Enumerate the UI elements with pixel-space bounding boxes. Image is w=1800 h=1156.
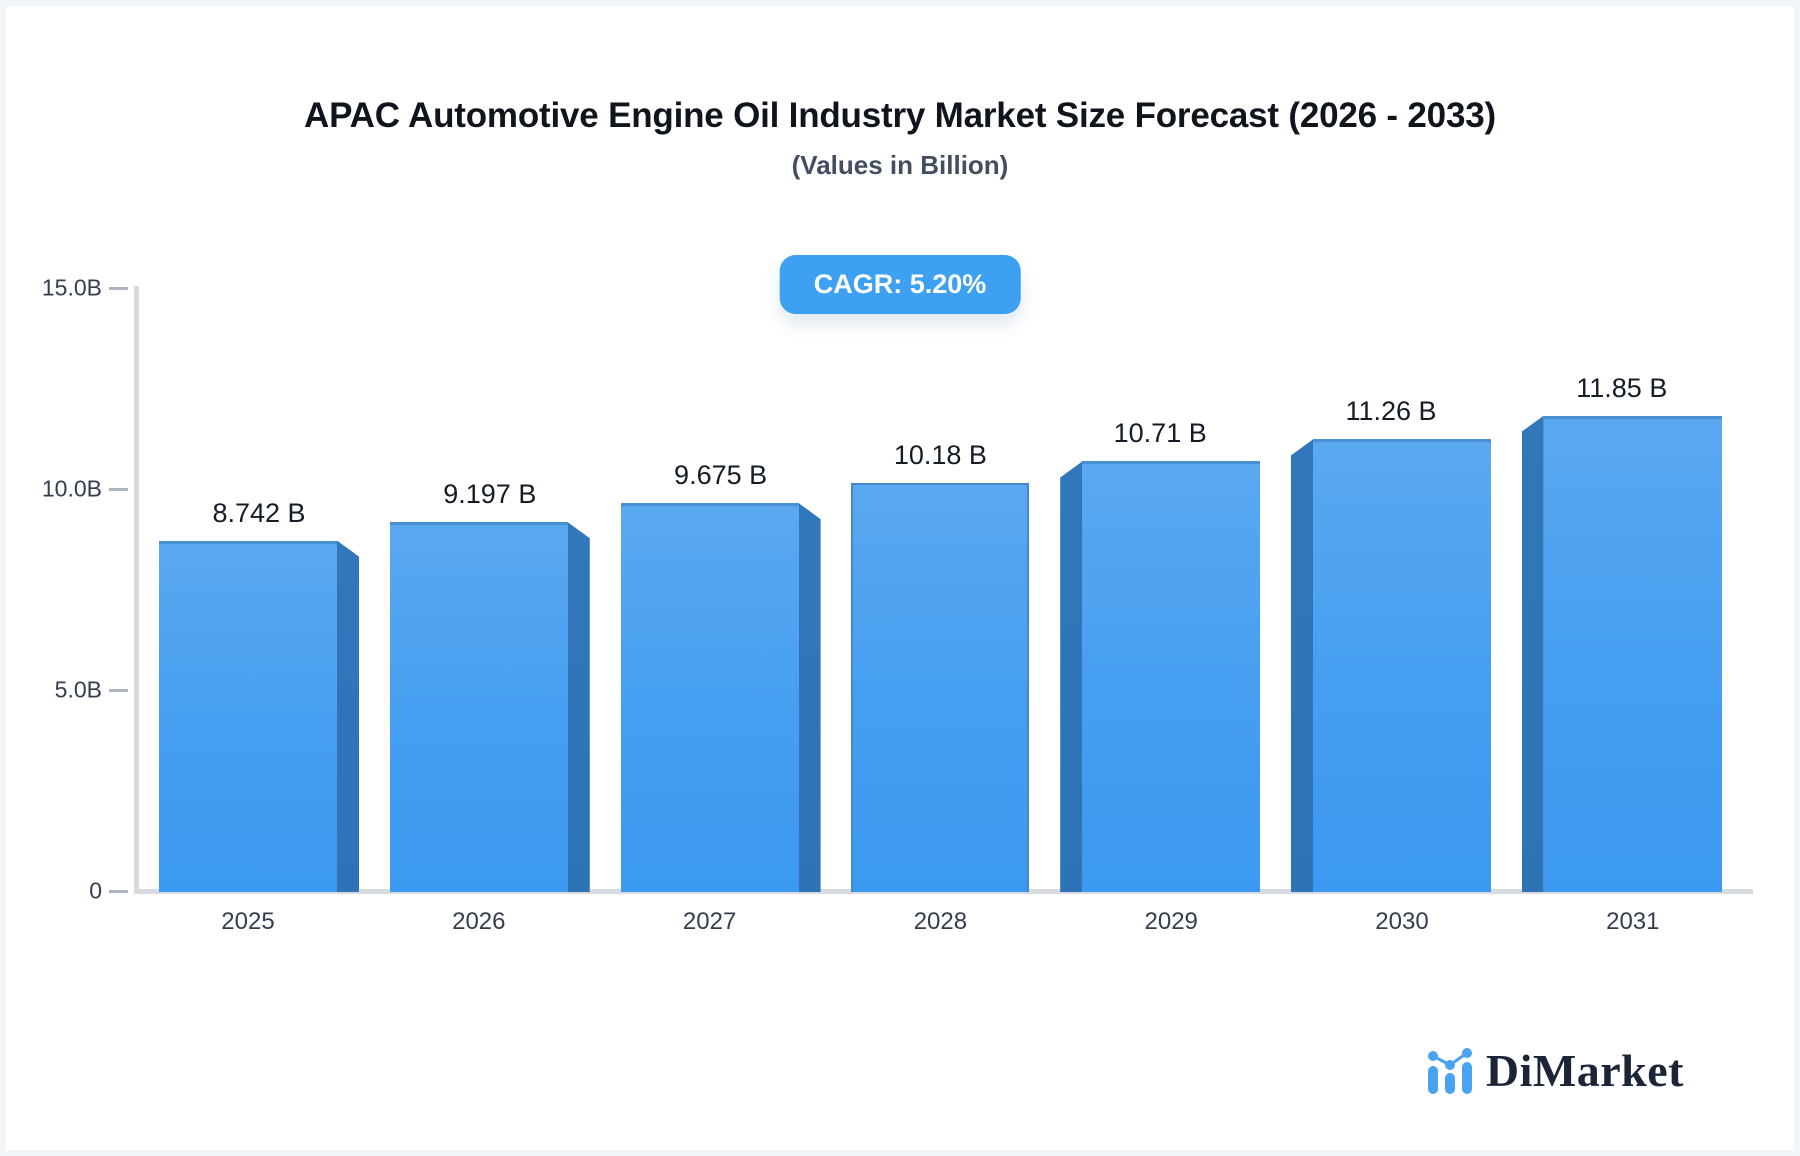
bar-face bbox=[851, 482, 1030, 892]
bar-face bbox=[159, 540, 337, 892]
bar-side-3d bbox=[337, 540, 359, 892]
bar-value-label: 10.71 B bbox=[1113, 418, 1207, 449]
bar: 8.742 B bbox=[159, 498, 359, 892]
bar-face bbox=[1313, 439, 1491, 892]
plot-area: 15.0B 10.0B 5.0B 0 8.742 B 2025 9.197 B 2026 9.6… bbox=[6, 6, 1794, 1150]
bar-side-3d bbox=[1521, 415, 1544, 892]
y-axis-label: 15.0B bbox=[41, 274, 102, 301]
bar-value-label: 9.675 B bbox=[674, 460, 768, 491]
bar-value-label: 9.197 B bbox=[443, 479, 537, 510]
x-axis-label: 2030 bbox=[1375, 908, 1429, 935]
bar-value-label: 11.26 B bbox=[1345, 396, 1437, 427]
bar-face bbox=[389, 522, 568, 892]
chart-subtitle: (Values in Billion) bbox=[791, 150, 1009, 180]
bar-value-label: 11.85 B bbox=[1576, 372, 1668, 403]
y-axis-label: 0 bbox=[89, 877, 102, 904]
x-axis-label: 2028 bbox=[913, 908, 968, 935]
y-axis-tick bbox=[109, 487, 128, 491]
y-axis-label: 5.0B bbox=[54, 676, 102, 703]
bar: 9.197 B bbox=[389, 479, 590, 892]
chart-header: APAC Automotive Engine Oil Industry Mark… bbox=[6, 96, 1794, 181]
bar-side-3d bbox=[1291, 439, 1313, 892]
bar: 11.26 B bbox=[1291, 396, 1491, 892]
chart-title: APAC Automotive Engine Oil Industry Mark… bbox=[304, 96, 1496, 135]
bar-chart-with-dots-icon bbox=[1427, 1047, 1472, 1094]
x-axis-label: 2026 bbox=[452, 908, 506, 935]
x-axis-label: 2027 bbox=[682, 908, 737, 935]
bar-side-3d bbox=[567, 522, 590, 892]
y-axis-label: 10.0B bbox=[41, 475, 102, 502]
bar: 10.71 B bbox=[1060, 418, 1261, 892]
x-axis-label: 2029 bbox=[1144, 908, 1198, 935]
cagr-badge: CAGR: 5.20% bbox=[779, 255, 1021, 314]
bar-value-label: 10.18 B bbox=[893, 439, 987, 470]
bar-face bbox=[620, 503, 799, 892]
bar-side-3d bbox=[798, 503, 821, 892]
y-axis-tick bbox=[109, 688, 128, 692]
y-axis-line bbox=[134, 286, 139, 894]
y-axis-tick bbox=[109, 889, 128, 893]
logo-text: DiMarket bbox=[1485, 1045, 1684, 1096]
x-axis-label: 2025 bbox=[221, 908, 275, 935]
bar: 9.675 B bbox=[620, 460, 821, 892]
dimarket-logo: DiMarket bbox=[1426, 1044, 1684, 1097]
bar: 10.18 B bbox=[851, 440, 1030, 892]
bar-face bbox=[1543, 415, 1722, 892]
x-axis-label: 2031 bbox=[1606, 908, 1660, 935]
y-axis-tick bbox=[109, 286, 128, 290]
bar-face bbox=[1082, 461, 1261, 892]
chart-card: APAC Automotive Engine Oil Industry Mark… bbox=[6, 6, 1794, 1150]
bar-side-3d bbox=[1060, 461, 1083, 892]
bar: 11.85 B bbox=[1521, 373, 1722, 892]
bar-value-label: 8.742 B bbox=[212, 497, 306, 528]
